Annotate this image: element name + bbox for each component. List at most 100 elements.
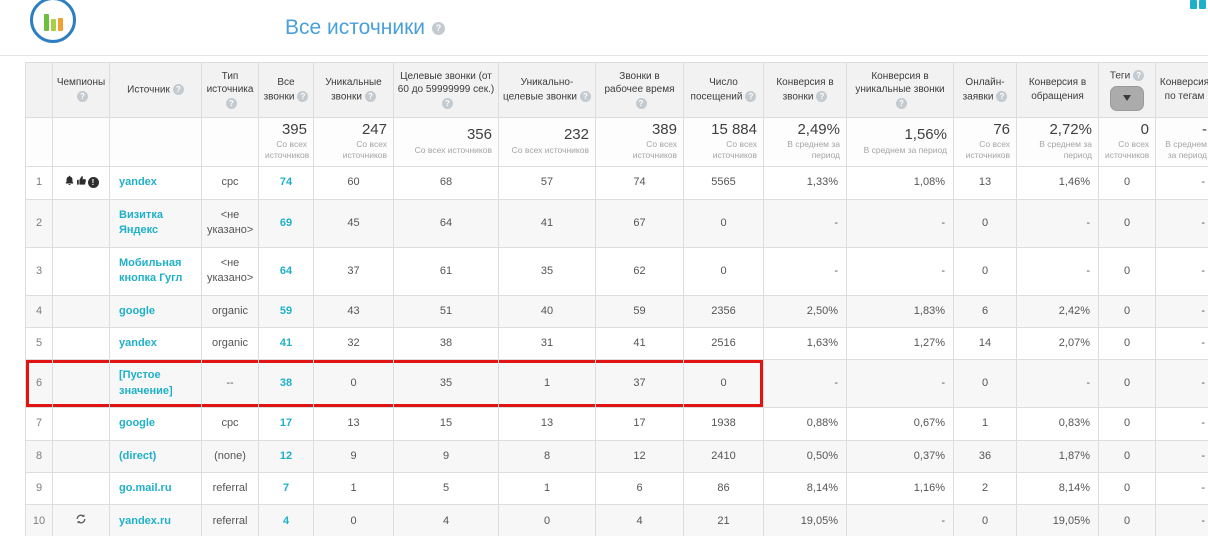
source-link[interactable]: yandex [119, 176, 157, 189]
cell-online_leads: 1 [953, 407, 1017, 441]
all-calls-link[interactable]: 38 [279, 377, 293, 390]
cell-work_time_calls: 59 [595, 294, 684, 328]
total-conv_appeals: 2,72% В среднем за период [1016, 116, 1099, 167]
source-link[interactable]: google [119, 417, 156, 430]
cell-source: go.mail.ru [109, 471, 202, 506]
cell-work_time_calls: 17 [595, 407, 684, 441]
cell-tags: 0 [1098, 504, 1156, 536]
cell-unique_calls: 0 [313, 359, 394, 409]
cell-target_calls: 61 [393, 246, 499, 296]
sources-table-wrap: Чемпионы? Источник? Тип источника? Все звон… [25, 62, 1208, 536]
cell-all_calls: 69 [258, 199, 314, 248]
table-row: 8 (direct) (none) 12 9 9 8 12 2410 0,50% 0,37% 36 1,… [25, 439, 1208, 473]
cell-conv_calls: 19,05% [763, 504, 847, 536]
source-link[interactable]: yandex.ru [119, 515, 171, 528]
all-calls-link[interactable]: 12 [279, 449, 293, 462]
all-calls-link[interactable]: 41 [279, 336, 293, 349]
col-header-online_leads: Онлайн-заявки? [953, 62, 1017, 118]
title-help-icon[interactable]: ? [432, 21, 446, 35]
help-icon[interactable]: ? [816, 90, 828, 102]
help-icon[interactable]: ? [896, 97, 907, 109]
cell-target_calls: 64 [393, 199, 499, 248]
all-calls-link[interactable]: 7 [282, 481, 290, 494]
total-work_time_calls: 389 Со всех источников [595, 116, 684, 167]
cell-unique_target_calls: 41 [498, 199, 596, 248]
help-icon[interactable]: ? [172, 84, 184, 95]
total-conv_tags: -В среднем за период [1155, 116, 1208, 167]
cell-conv_unique_calls: 0,67% [846, 407, 954, 441]
thumbs-up-icon [76, 175, 87, 191]
help-icon[interactable]: ? [579, 90, 591, 102]
cell-online_leads: 14 [953, 326, 1017, 361]
cell-unique_calls: 1 [313, 471, 394, 506]
total-value: - [1202, 120, 1207, 138]
source-link[interactable]: go.mail.ru [119, 481, 172, 494]
cell-target_calls: 4 [393, 504, 499, 536]
col-header-source: Источник? [109, 62, 202, 118]
total-note: Со всех источников [265, 139, 310, 161]
table-row: 10 yandex.ru referral 4 0 4 0 4 21 19,05% -0 19,05%… [25, 504, 1208, 536]
total-visits: 15 884 Со всех источников [683, 116, 764, 167]
all-calls-link[interactable]: 74 [279, 176, 293, 189]
cell-visits: 86 [683, 471, 764, 506]
source-link[interactable]: Мобильная кнопка Гугл [119, 256, 183, 285]
help-icon[interactable]: ? [1133, 70, 1145, 81]
cell-type: -- [201, 359, 259, 409]
all-calls-link[interactable]: 69 [279, 216, 293, 229]
all-calls-link[interactable]: 64 [279, 264, 293, 277]
all-calls-link[interactable]: 17 [279, 417, 293, 430]
cell-source: yandex [109, 165, 202, 201]
source-link[interactable]: google [119, 304, 156, 317]
all-calls-link[interactable]: 4 [282, 515, 290, 528]
help-icon[interactable]: ? [635, 97, 647, 109]
col-header-label: Конверсия по тегам [1159, 77, 1208, 102]
table-row: 3 Мобильная кнопка Гугл <не указано> 64 37 61… [25, 246, 1208, 296]
cell-visits: 2356 [683, 294, 764, 328]
total-champions [52, 116, 110, 167]
help-icon[interactable]: ? [745, 90, 757, 102]
help-icon[interactable]: ? [77, 90, 88, 102]
cell-conv_calls: 2,50% [763, 294, 847, 328]
help-icon[interactable]: ? [996, 90, 1008, 102]
cell-all_calls: 4 [258, 504, 314, 536]
tags-filter-dropdown[interactable] [1110, 85, 1144, 111]
total-note: В среднем за период [1039, 139, 1092, 161]
corner-icon[interactable] [1190, 0, 1206, 9]
cell-conv_tags: - [1155, 471, 1208, 506]
cell-conv_appeals: 1,46% [1016, 165, 1099, 201]
help-icon[interactable]: ? [442, 97, 453, 109]
col-header-tags: Теги? [1098, 62, 1156, 118]
cell-source: google [109, 407, 202, 441]
help-icon[interactable]: ? [226, 97, 237, 109]
source-link[interactable]: yandex [119, 336, 157, 349]
source-link[interactable]: (direct) [119, 449, 157, 462]
row-number: 5 [35, 336, 43, 349]
col-header-conv_calls: Конверсия в звонки? [763, 62, 847, 118]
source-link[interactable]: [Пустое значение] [119, 369, 173, 397]
cell-target_calls: 15 [393, 407, 499, 441]
table-head: Чемпионы? Источник? Тип источника? Все звон… [25, 62, 1208, 167]
row-number: 1 [35, 176, 43, 189]
col-header-label: Звонки в рабочее время [604, 70, 675, 96]
help-icon[interactable]: ? [297, 90, 309, 102]
cell-conv_appeals: 8,14% [1016, 471, 1099, 506]
cell-online_leads: 2 [953, 471, 1017, 506]
table-row: 4 google organic 59 43 51 40 59 2356 2,50% 1,83% 6 2… [25, 294, 1208, 328]
cell-all_calls: 74 [258, 165, 314, 201]
cell-online_leads: 13 [953, 165, 1017, 201]
cell-type: referral [201, 504, 259, 536]
table-row: 2 Визитка Яндекс <не указано> 69 45 64 41 67 0- -… [25, 199, 1208, 248]
cell-work_time_calls: 74 [595, 165, 684, 201]
cell-conv_tags: - [1155, 359, 1208, 409]
total-value: 76 [993, 120, 1010, 138]
cell-tags: 0 [1098, 326, 1156, 361]
help-icon[interactable]: ? [364, 90, 376, 102]
cell-visits: 2410 [683, 439, 764, 473]
cell-type: organic [201, 326, 259, 361]
total-value: 247 [361, 120, 387, 138]
cell-champions: ! [52, 165, 110, 201]
source-link[interactable]: Визитка Яндекс [119, 209, 163, 237]
all-calls-link[interactable]: 59 [279, 304, 293, 317]
cell-unique_target_calls: 31 [498, 326, 596, 361]
cell-conv_calls: 0,88% [763, 407, 847, 441]
